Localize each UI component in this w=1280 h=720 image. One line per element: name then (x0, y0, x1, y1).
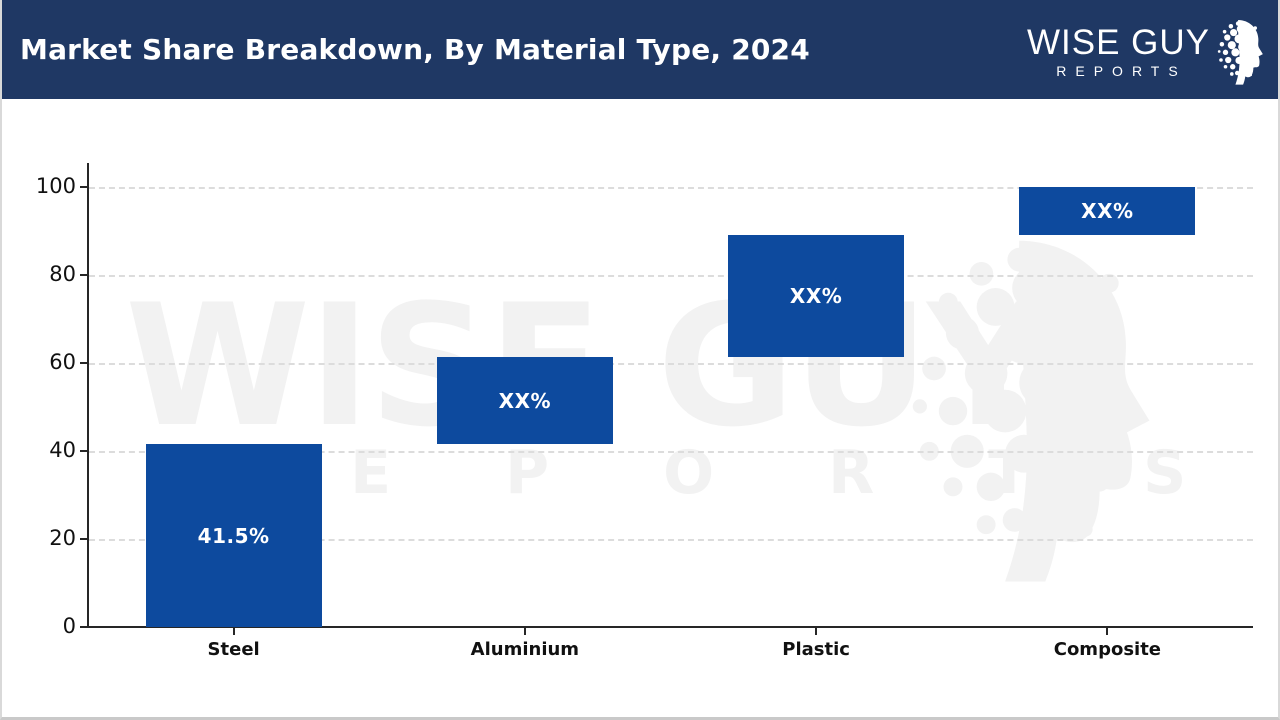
y-tick-mark (80, 626, 88, 628)
bar-value-label: 41.5% (197, 523, 270, 548)
x-tick-mark (232, 628, 235, 635)
bar-plastic: XX% (728, 235, 905, 358)
y-tick-label: 0 (62, 614, 76, 638)
y-tick-mark (80, 362, 88, 364)
x-tick-mark (815, 628, 818, 635)
y-tick-label: 40 (49, 438, 76, 462)
bar-value-label: XX% (1081, 199, 1134, 224)
y-tick-mark (80, 274, 88, 276)
page-title: Market Share Breakdown, By Material Type… (20, 33, 810, 66)
x-tick-mark (523, 628, 526, 635)
x-axis-spine (87, 626, 1253, 628)
grid-line (89, 363, 1253, 365)
bar-value-label: XX% (498, 388, 552, 413)
grid-line (89, 451, 1253, 453)
brand-logo: WISE GUY REPORTS (1027, 6, 1266, 96)
bar-composite: XX% (1019, 187, 1196, 236)
y-tick-label: 60 (49, 350, 76, 374)
head-logo-icon (1212, 10, 1266, 92)
x-category-label-plastic: Plastic (782, 639, 850, 660)
grid-line (89, 539, 1253, 541)
x-category-label-aluminium: Aluminium (470, 639, 580, 660)
brand-name-label: WISE GUY (1026, 22, 1210, 62)
y-tick-mark (80, 538, 88, 540)
bar-aluminium: XX% (436, 357, 613, 445)
bar-value-label: XX% (789, 284, 843, 309)
brand-reports-label: REPORTS (1056, 62, 1187, 79)
x-category-label-composite: Composite (1053, 639, 1162, 660)
grid-line (89, 275, 1253, 277)
grid-line (89, 187, 1253, 189)
header-bar: Market Share Breakdown, By Material Type… (0, 0, 1280, 99)
bar-steel: 41.5% (145, 444, 322, 627)
y-tick-label: 100 (35, 174, 76, 198)
y-tick-label: 80 (49, 262, 76, 286)
brand-text: WISE GUY REPORTS (1026, 22, 1210, 79)
y-tick-mark (80, 186, 88, 188)
x-category-label-steel: Steel (207, 639, 260, 660)
x-tick-mark (1106, 628, 1109, 635)
y-axis-spine (87, 163, 89, 628)
y-tick-mark (80, 450, 88, 452)
y-tick-label: 20 (49, 526, 76, 550)
